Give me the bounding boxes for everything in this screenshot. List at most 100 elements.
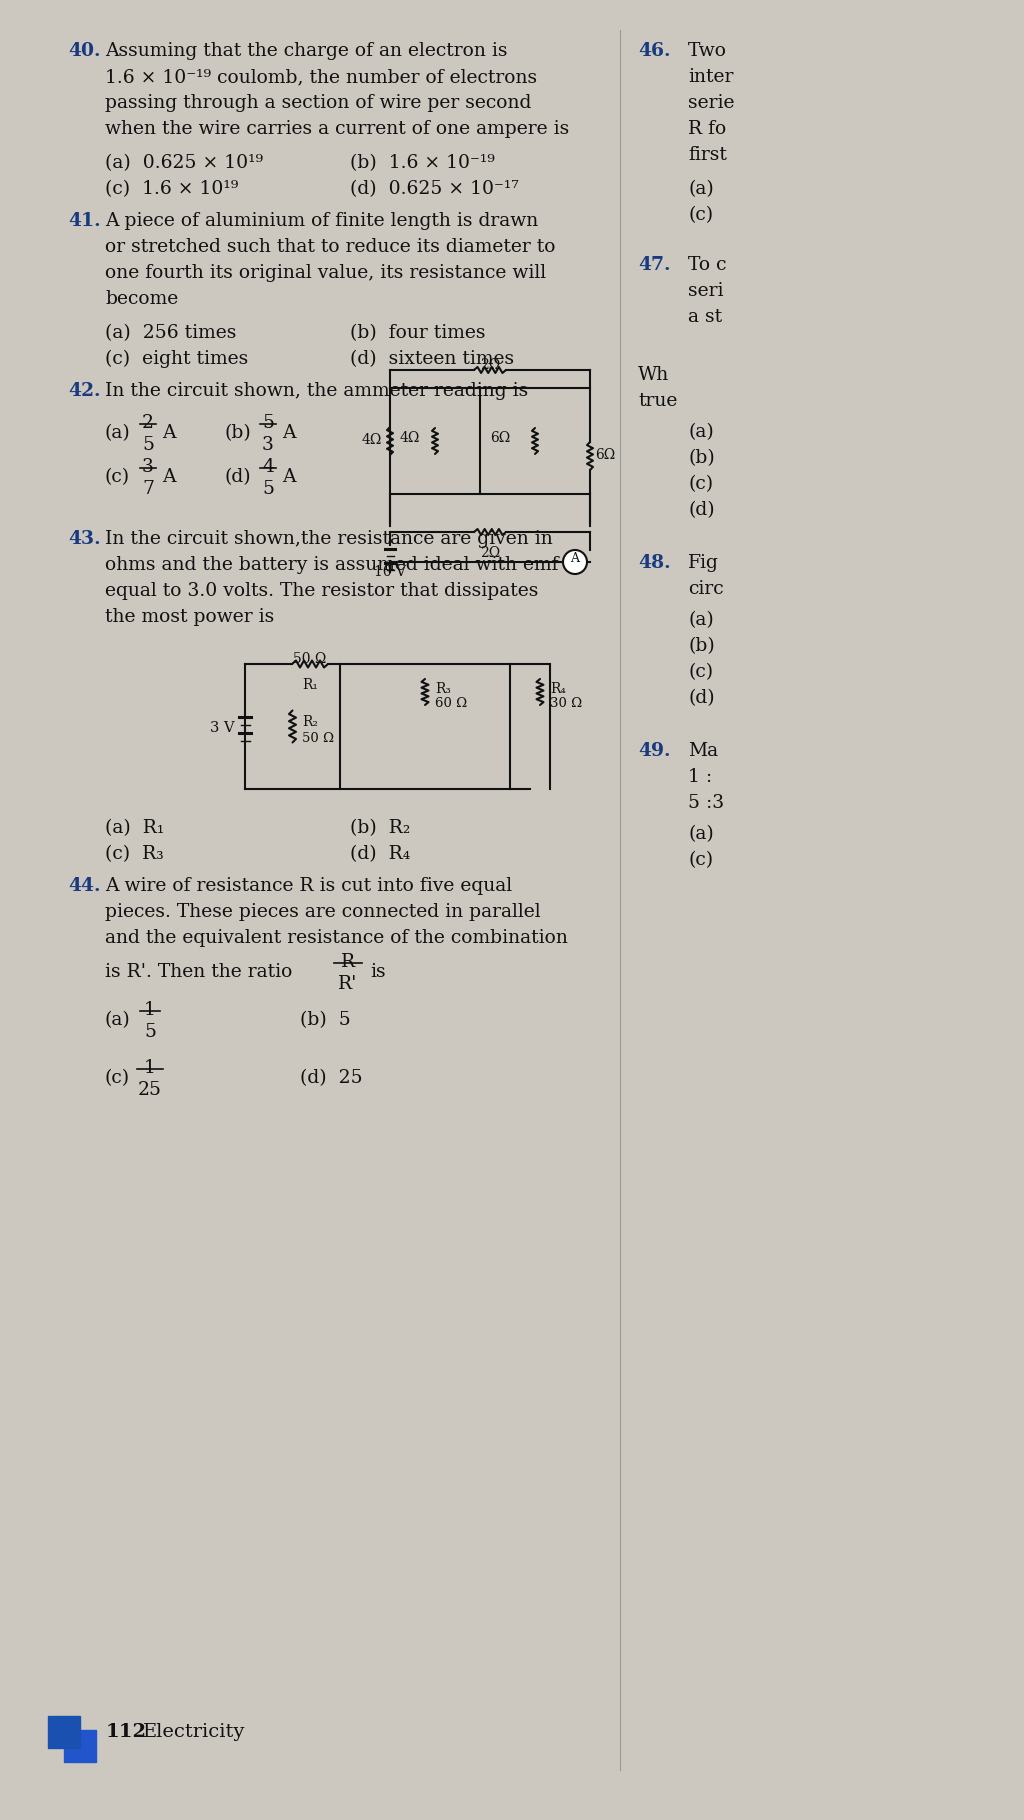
Text: 5: 5 — [262, 480, 274, 499]
Text: Fig: Fig — [688, 553, 719, 571]
Text: 1 :: 1 : — [688, 768, 712, 786]
Text: A: A — [282, 468, 296, 486]
Text: (d)  R₄: (d) R₄ — [350, 844, 411, 863]
Text: 2Ω: 2Ω — [480, 546, 500, 561]
Text: (c): (c) — [688, 852, 713, 868]
Text: 40.: 40. — [68, 42, 100, 60]
Text: the most power is: the most power is — [105, 608, 274, 626]
Text: 112: 112 — [106, 1724, 147, 1742]
Text: R': R' — [338, 976, 357, 994]
Text: (a)  256 times: (a) 256 times — [105, 324, 237, 342]
Text: (c)  R₃: (c) R₃ — [105, 844, 164, 863]
Text: 47.: 47. — [638, 257, 671, 275]
Text: 46.: 46. — [638, 42, 671, 60]
Text: (a): (a) — [105, 424, 131, 442]
Text: Electricity: Electricity — [143, 1724, 246, 1742]
Text: (b): (b) — [225, 424, 252, 442]
Text: become: become — [105, 289, 178, 308]
Text: (a): (a) — [688, 612, 714, 630]
Text: 44.: 44. — [68, 877, 100, 895]
Text: (c): (c) — [688, 206, 713, 224]
Text: (c): (c) — [688, 475, 713, 493]
Text: (c): (c) — [105, 1068, 130, 1087]
Text: inter: inter — [688, 67, 733, 86]
Text: 41.: 41. — [68, 211, 100, 229]
Text: (c): (c) — [105, 468, 130, 486]
Text: Wh: Wh — [638, 366, 670, 384]
Text: 2Ω: 2Ω — [480, 359, 500, 371]
Text: (a): (a) — [105, 1010, 131, 1028]
Text: and the equivalent resistance of the combination: and the equivalent resistance of the com… — [105, 928, 568, 946]
Text: 42.: 42. — [68, 382, 100, 400]
Text: A piece of aluminium of finite length is drawn: A piece of aluminium of finite length is… — [105, 211, 539, 229]
Text: 49.: 49. — [638, 743, 671, 761]
Text: (d): (d) — [225, 468, 252, 486]
Text: (a)  R₁: (a) R₁ — [105, 819, 164, 837]
Text: circ: circ — [688, 581, 724, 599]
Text: 50 Ω: 50 Ω — [302, 732, 335, 744]
Text: 5: 5 — [144, 1023, 156, 1041]
Text: is: is — [370, 963, 386, 981]
Text: 7: 7 — [142, 480, 154, 499]
Bar — [63, 1731, 96, 1762]
Text: Ma: Ma — [688, 743, 718, 761]
Text: one fourth its original value, its resistance will: one fourth its original value, its resis… — [105, 264, 546, 282]
Text: (a): (a) — [688, 824, 714, 843]
Text: is R'. Then the ratio: is R'. Then the ratio — [105, 963, 293, 981]
Text: R: R — [341, 954, 355, 972]
Text: 3: 3 — [142, 459, 154, 477]
Text: 2: 2 — [142, 413, 154, 431]
Text: R fo: R fo — [688, 120, 726, 138]
Text: 25: 25 — [138, 1081, 162, 1099]
Text: true: true — [638, 391, 677, 410]
Text: 4Ω: 4Ω — [362, 433, 382, 448]
Text: (b)  four times: (b) four times — [350, 324, 485, 342]
Text: (c)  eight times: (c) eight times — [105, 349, 248, 368]
Text: 6Ω: 6Ω — [595, 448, 615, 462]
Text: pieces. These pieces are connected in parallel: pieces. These pieces are connected in pa… — [105, 903, 541, 921]
Text: In the circuit shown,the resistance are given in: In the circuit shown,the resistance are … — [105, 530, 553, 548]
Text: 4: 4 — [262, 459, 274, 477]
Text: equal to 3.0 volts. The resistor that dissipates: equal to 3.0 volts. The resistor that di… — [105, 582, 539, 601]
Text: A: A — [570, 553, 580, 566]
Text: 60 Ω: 60 Ω — [435, 697, 467, 710]
Text: 5: 5 — [142, 437, 154, 453]
Text: first: first — [688, 146, 727, 164]
Text: 1: 1 — [144, 1059, 156, 1077]
Text: 6Ω: 6Ω — [490, 431, 510, 446]
Text: 1: 1 — [144, 1001, 156, 1019]
Text: (b)  R₂: (b) R₂ — [350, 819, 411, 837]
Text: 30 Ω: 30 Ω — [550, 697, 582, 710]
Text: (d): (d) — [688, 501, 715, 519]
Text: 3 V: 3 V — [210, 721, 234, 735]
Text: 50 Ω: 50 Ω — [293, 652, 327, 666]
Text: Two: Two — [688, 42, 727, 60]
Text: (b)  5: (b) 5 — [300, 1010, 351, 1028]
Text: A: A — [162, 424, 175, 442]
Text: (d)  0.625 × 10⁻¹⁷: (d) 0.625 × 10⁻¹⁷ — [350, 180, 519, 198]
Text: ohms and the battery is assumed ideal with emf: ohms and the battery is assumed ideal wi… — [105, 555, 558, 573]
Text: passing through a section of wire per second: passing through a section of wire per se… — [105, 95, 531, 113]
Bar — [48, 1716, 80, 1747]
Text: (d): (d) — [688, 690, 715, 706]
Text: (d)  sixteen times: (d) sixteen times — [350, 349, 514, 368]
Text: R₂: R₂ — [302, 715, 318, 728]
Text: 5: 5 — [262, 413, 274, 431]
Text: (a): (a) — [688, 422, 714, 440]
Text: 1.6 × 10⁻¹⁹ coulomb, the number of electrons: 1.6 × 10⁻¹⁹ coulomb, the number of elect… — [105, 67, 538, 86]
Text: A wire of resistance R is cut into five equal: A wire of resistance R is cut into five … — [105, 877, 512, 895]
Text: R₃: R₃ — [435, 682, 451, 695]
Text: 10 V: 10 V — [374, 564, 406, 579]
Circle shape — [563, 550, 587, 573]
Text: 4Ω: 4Ω — [400, 431, 421, 446]
Text: (c): (c) — [688, 662, 713, 681]
Text: Assuming that the charge of an electron is: Assuming that the charge of an electron … — [105, 42, 508, 60]
Text: when the wire carries a current of one ampere is: when the wire carries a current of one a… — [105, 120, 569, 138]
Text: seri: seri — [688, 282, 724, 300]
Text: A: A — [162, 468, 175, 486]
Text: A: A — [282, 424, 296, 442]
Text: 43.: 43. — [68, 530, 100, 548]
Text: (a)  0.625 × 10¹⁹: (a) 0.625 × 10¹⁹ — [105, 155, 263, 173]
Text: 5 :3: 5 :3 — [688, 794, 724, 812]
Text: (c)  1.6 × 10¹⁹: (c) 1.6 × 10¹⁹ — [105, 180, 239, 198]
